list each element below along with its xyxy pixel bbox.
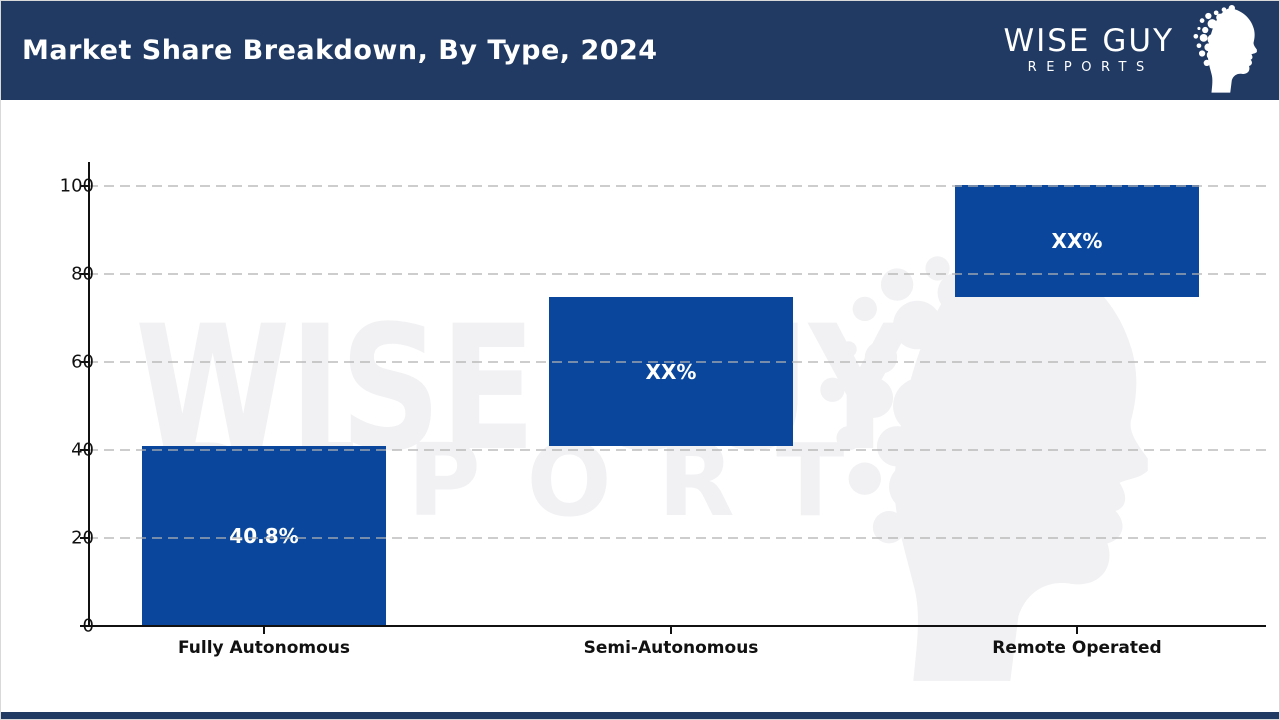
brand-logo: WISE GUY REPORTS: [1003, 5, 1280, 95]
y-tick-label: 40: [71, 439, 94, 461]
gridline: [88, 273, 1266, 275]
dotted-head-profile-icon: [1193, 5, 1257, 93]
y-tick: [80, 625, 88, 627]
y-tick: [80, 273, 88, 275]
bar-remote-operated: XX%: [955, 185, 1199, 297]
brand-name: WISE GUY: [1003, 23, 1174, 60]
y-tick: [80, 185, 88, 187]
bar-value-label: 40.8%: [229, 523, 299, 548]
bar-value-label: XX%: [645, 359, 697, 384]
y-tick-label: 20: [71, 527, 94, 549]
x-tick: [263, 627, 265, 634]
footer-band: [0, 712, 1280, 720]
bar-semi-autonomous: XX%: [549, 297, 793, 446]
y-tick: [80, 361, 88, 363]
y-tick-label: 60: [71, 351, 94, 373]
gridline: [88, 449, 1266, 451]
y-tick-label: 80: [71, 263, 94, 285]
gridline: [88, 361, 1266, 363]
x-tick: [670, 627, 672, 634]
x-category-label: Semi-Autonomous: [583, 638, 759, 658]
y-tick: [80, 449, 88, 451]
x-category-label: Fully Autonomous: [178, 638, 350, 658]
chart-plot-area: WISE GUY REPORTS 40.8% XX% XX% 0 20 40 6…: [0, 100, 1280, 712]
brand-logo-text: WISE GUY REPORTS: [1003, 25, 1174, 75]
x-category-label: Remote Operated: [992, 638, 1162, 658]
bar-fully-autonomous: 40.8%: [142, 446, 386, 625]
header-band: Market Share Breakdown, By Type, 2024 WI…: [0, 0, 1280, 100]
x-axis-line: [88, 625, 1266, 627]
bar-value-label: XX%: [1051, 229, 1103, 253]
watermark-head-icon: [820, 228, 1148, 681]
y-tick: [80, 537, 88, 539]
page-title: Market Share Breakdown, By Type, 2024: [22, 34, 658, 66]
y-tick-label: 0: [82, 615, 94, 637]
y-tick-label: 100: [59, 175, 94, 197]
gridline: [88, 185, 1266, 187]
brand-subname: REPORTS: [1027, 59, 1154, 75]
x-tick: [1076, 627, 1078, 634]
gridline: [88, 537, 1266, 539]
y-axis-line: [88, 162, 90, 627]
